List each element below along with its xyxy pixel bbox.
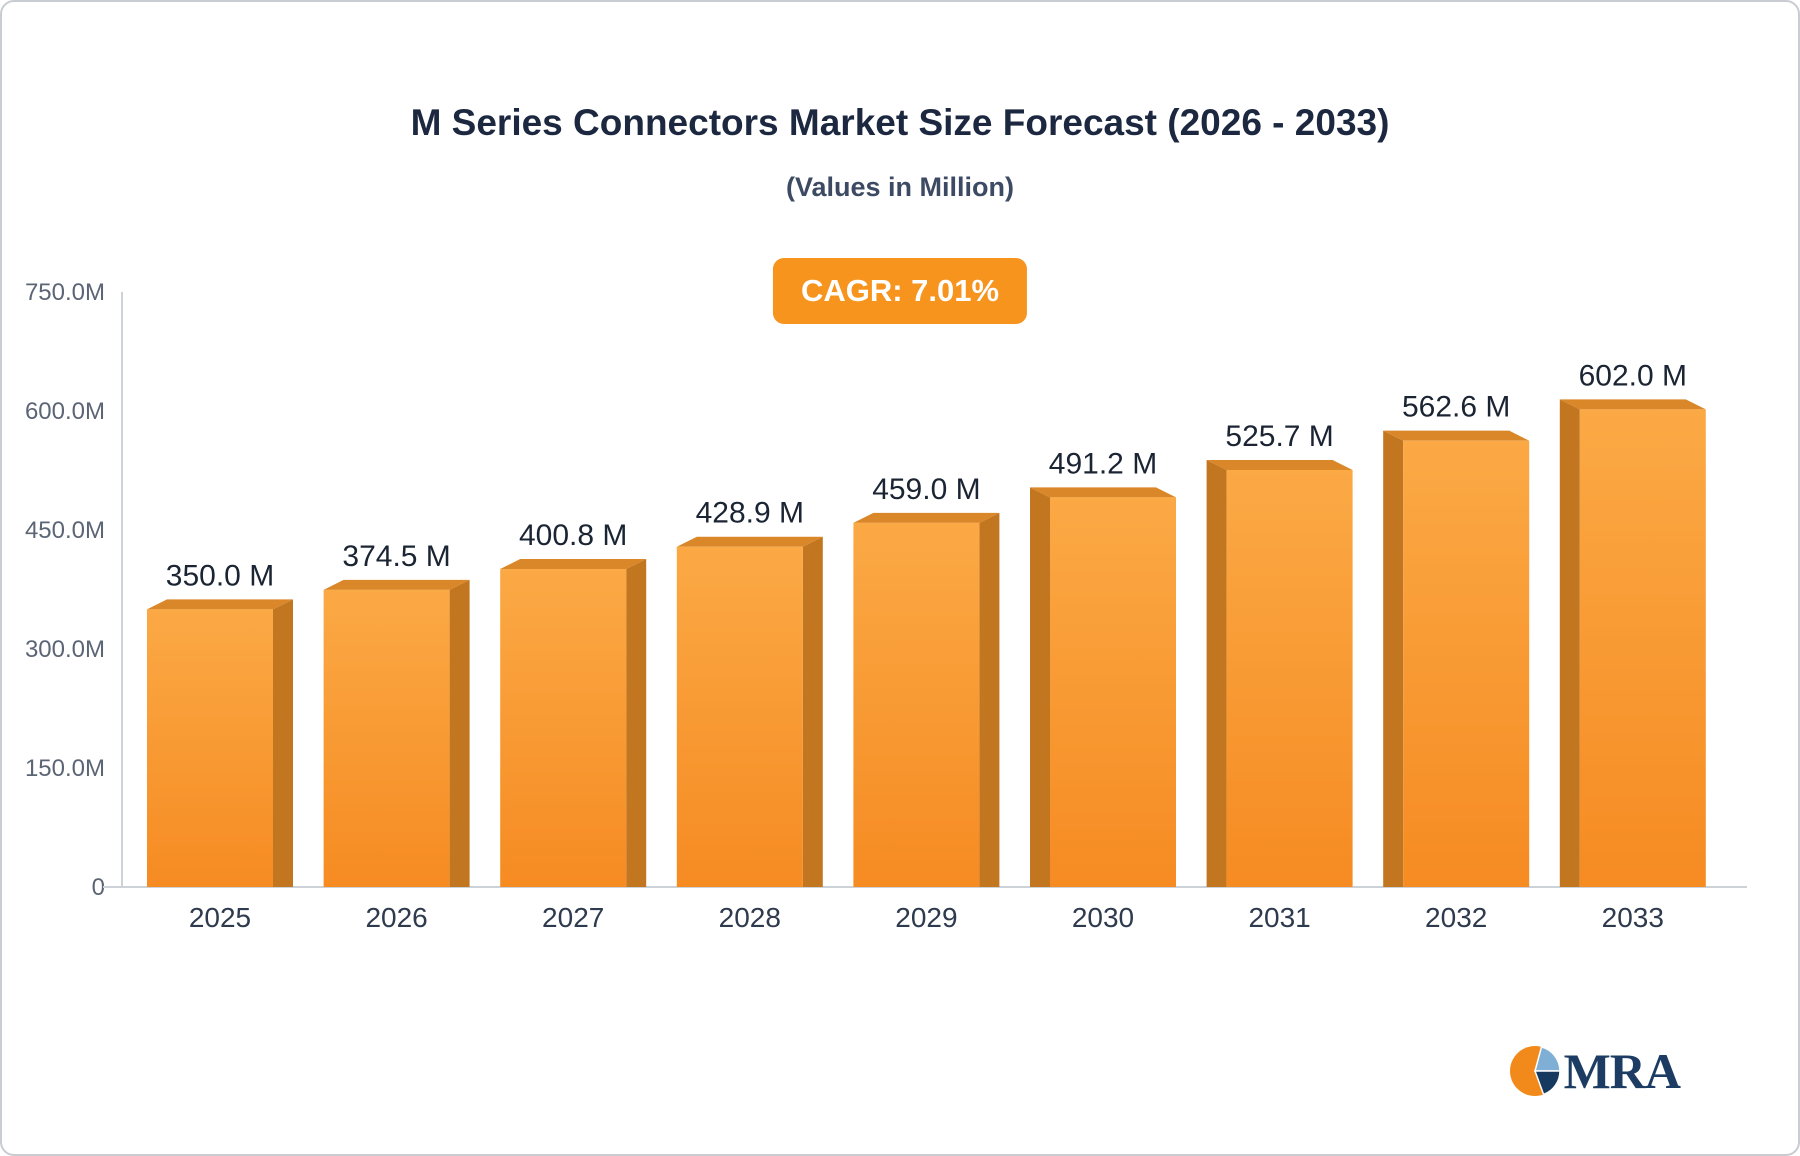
bar-value-label: 400.8 M <box>519 519 627 552</box>
bar-side <box>449 579 470 887</box>
bar-top <box>853 512 1000 523</box>
x-axis-label: 2029 <box>895 902 957 933</box>
chart-subtitle: (Values in Million) <box>785 172 1015 202</box>
bar-2033 <box>1559 399 1706 887</box>
bar-side <box>273 599 293 887</box>
cagr-badge: CAGR: 7.01% <box>772 258 1028 324</box>
y-axis-tick-label: 600.0M <box>25 398 105 425</box>
bar-side <box>626 559 647 887</box>
x-axis-label: 2025 <box>189 902 251 933</box>
bar-value-label: 525.7 M <box>1225 420 1333 453</box>
x-axis-label: 2033 <box>1602 902 1664 933</box>
bar-top <box>1383 430 1530 441</box>
bar-side <box>979 512 1000 887</box>
bar-face <box>323 589 450 887</box>
bar-side <box>1030 487 1050 887</box>
y-axis-tick-label: 450.0M <box>25 517 105 544</box>
bar-face <box>147 609 273 887</box>
bar-top <box>1030 487 1176 498</box>
logo-pie-navy-wedge <box>1533 1070 1561 1096</box>
bar-value-label: 374.5 M <box>342 540 450 573</box>
x-axis-label: 2026 <box>365 902 427 933</box>
bar-side <box>802 536 823 887</box>
y-axis-tick-label: 150.0M <box>25 755 105 782</box>
bar-top <box>1206 459 1353 470</box>
bar-top <box>676 536 823 547</box>
bar-top <box>1559 399 1706 410</box>
bar-value-label: 428.9 M <box>696 497 804 530</box>
bar-2030 <box>1030 487 1176 887</box>
bar-side <box>1559 399 1580 887</box>
bar-face <box>1403 440 1530 887</box>
mra-logo-text: MRA <box>1563 1043 1681 1099</box>
x-axis-label: 2031 <box>1248 902 1310 933</box>
bar-top <box>147 599 293 610</box>
bar-2026 <box>323 579 470 887</box>
bar-side <box>1383 430 1404 887</box>
bar-top <box>323 579 470 590</box>
bar-face <box>1579 409 1706 887</box>
bar-face <box>500 569 627 887</box>
bar-face <box>853 522 980 887</box>
bar-value-label: 562.6 M <box>1402 391 1510 424</box>
bar-2031 <box>1206 459 1353 887</box>
bar-value-label: 350.0 M <box>166 559 274 592</box>
bar-value-label: 459.0 M <box>872 473 980 506</box>
bar-2029 <box>853 512 1000 887</box>
y-axis-tick-label: 300.0M <box>25 636 105 663</box>
bar-2027 <box>500 559 647 887</box>
mra-logo: MRA <box>1509 1042 1681 1100</box>
x-axis-label: 2030 <box>1072 902 1134 933</box>
x-axis-label: 2027 <box>542 902 604 933</box>
bar-value-label: 491.2 M <box>1049 447 1157 480</box>
mra-logo-icon <box>1509 1045 1561 1096</box>
bar-face <box>1050 497 1176 887</box>
bar-value-label: 602.0 M <box>1579 359 1687 392</box>
bar-2025 <box>147 599 293 887</box>
bar-face <box>1226 469 1353 887</box>
bar-top <box>500 559 647 570</box>
x-axis-label: 2028 <box>719 902 781 933</box>
bar-2028 <box>676 536 823 887</box>
bar-face <box>676 546 803 887</box>
y-axis-tick-label: 750.0M <box>25 279 105 306</box>
y-axis-tick-label: 0 <box>92 874 105 901</box>
x-axis-label: 2032 <box>1425 902 1487 933</box>
bar-side <box>1206 459 1227 887</box>
bar-2032 <box>1383 430 1530 887</box>
chart-title: M Series Connectors Market Size Forecast… <box>410 102 1390 143</box>
